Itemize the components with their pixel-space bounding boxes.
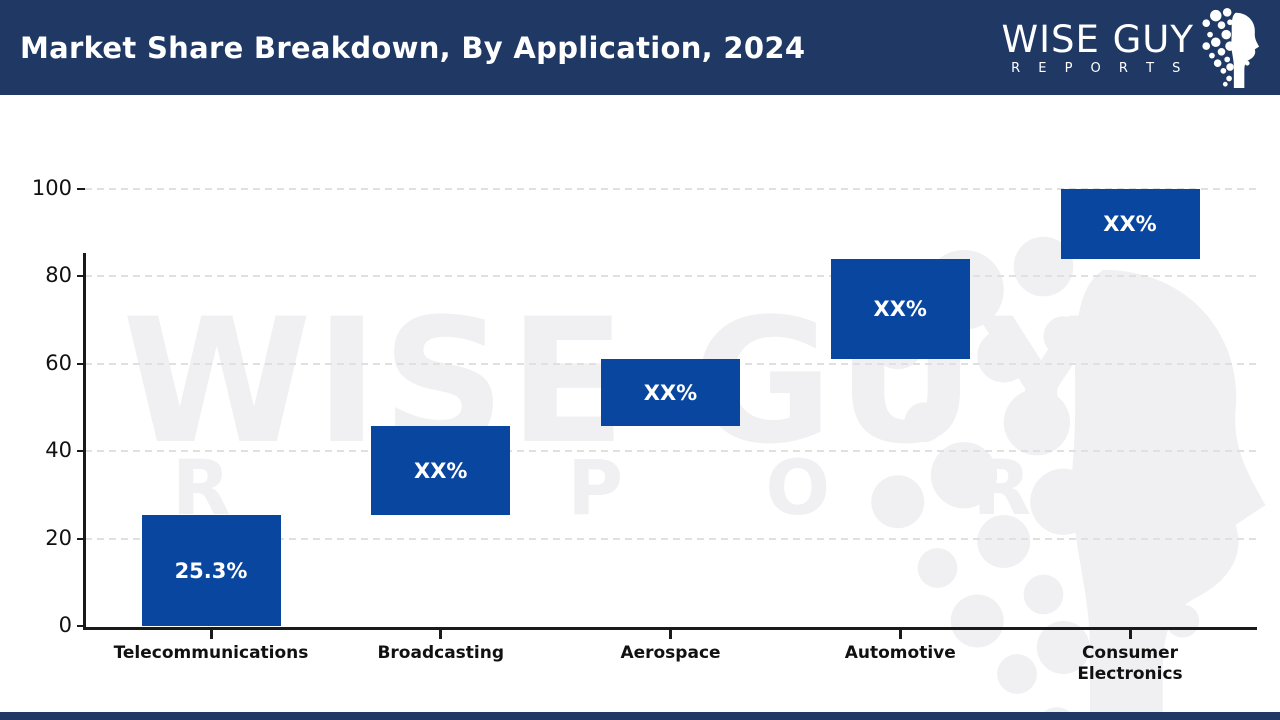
x-category-label: Aerospace [620,643,721,663]
y-tick-40 [77,450,85,453]
bar-value-label: 25.3% [174,558,248,583]
y-tick-0 [77,625,85,627]
x-axis-line [83,627,1257,630]
x-category-label: Consumer Electronics [1077,643,1183,684]
y-tick-label: 40 [45,438,72,463]
y-tick-label: 60 [45,350,72,375]
x-tick [439,630,443,639]
x-tick [209,630,213,639]
bar-aerospace: XX% [601,358,740,427]
bar-value-label: XX% [873,297,927,322]
x-category-label: Broadcasting [377,643,505,663]
chart-title: Market Share Breakdown, By Application, … [20,30,806,65]
footer-bar [0,712,1280,720]
logo-head-icon [1200,8,1262,88]
bar-broadcasting: XX% [371,426,511,516]
bar-automotive: XX% [830,259,970,359]
logo-text: WISE GUY R E P O R T S [1002,21,1194,75]
bar-telecommunications: 25.3% [141,515,281,626]
gridline-y20 [85,537,1257,540]
logo-wordmark: WISE GUY [1001,17,1194,61]
gridline-y80 [85,275,1257,278]
y-axis-line [83,253,86,630]
x-tick [898,630,902,639]
y-tick-100 [77,188,85,190]
y-tick-60 [77,362,85,365]
bar-value-label: XX% [1103,212,1157,237]
x-tick [1128,630,1132,639]
plot: 0 20 40 60 80 100 Telecommunications Broadcasti… [0,95,1280,712]
y-tick-label: 80 [45,263,72,288]
y-tick-label: 20 [45,525,72,550]
x-category-label: Telecommunications [113,643,309,663]
wise-guy-logo: WISE GUY R E P O R T S [1002,8,1262,88]
gridline-y100 [85,188,1257,190]
chart-area: WISE GUY R E P O R T S 020406080100Telec… [0,95,1280,712]
y-tick-80 [77,275,85,278]
bar-consumer-electronics: XX% [1060,189,1200,260]
x-category-label: Automotive [844,643,956,663]
gridline-y40 [85,450,1257,453]
y-tick-label: 100 [31,176,72,200]
y-tick-20 [77,537,85,540]
logo-subtext: R E P O R T S [1011,60,1188,76]
x-tick [669,630,672,639]
y-tick-label: 0 [58,613,72,637]
header-bar: Market Share Breakdown, By Application, … [0,0,1280,95]
bar-value-label: XX% [414,458,468,483]
bar-value-label: XX% [643,380,698,405]
